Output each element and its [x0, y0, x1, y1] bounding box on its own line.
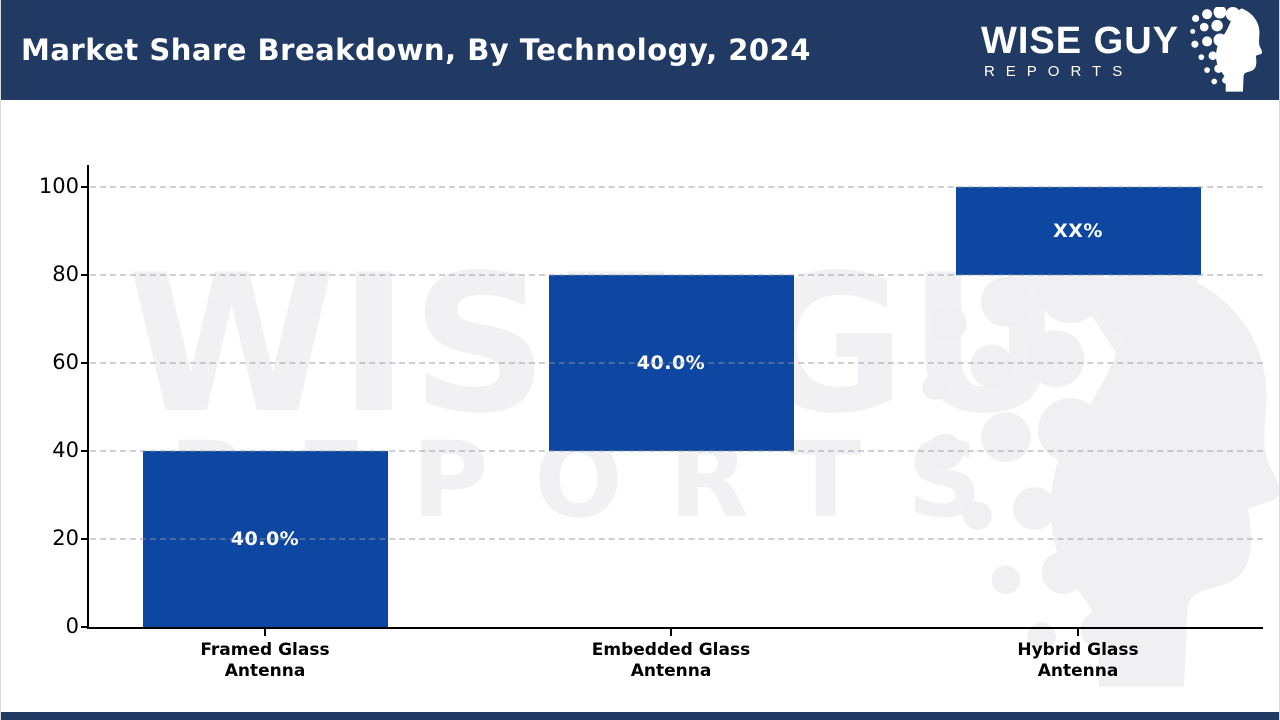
x-tick-mark	[1077, 629, 1079, 636]
brand-logo-text: WISE GUY REPORTS	[981, 22, 1179, 79]
category-label-line: Hybrid Glass	[1017, 640, 1139, 660]
header: Market Share Breakdown, By Technology, 2…	[1, 0, 1279, 100]
y-tick-label: 0	[65, 614, 79, 638]
head-profile-icon	[1190, 7, 1263, 92]
category-label: Hybrid Glass Antenna	[948, 640, 1208, 682]
x-axis-line	[87, 627, 1263, 629]
y-axis-line	[87, 165, 89, 629]
y-tick-label: 40	[52, 438, 79, 462]
y-tick-mark	[81, 362, 89, 364]
y-tick-mark	[81, 274, 89, 276]
bar-value-label: 40.0%	[230, 528, 300, 550]
category-label-line: Antenna	[224, 661, 306, 681]
category-label-line: Embedded Glass	[591, 640, 751, 660]
bar-value-label: 40.0%	[636, 352, 706, 374]
y-tick-mark	[81, 450, 89, 452]
category-label-line: Antenna	[1037, 661, 1119, 681]
y-tick-label: 80	[52, 262, 79, 286]
y-tick-label: 100	[38, 174, 79, 198]
category-label-line: Antenna	[630, 661, 712, 681]
brand-name: WISE GUY	[980, 19, 1179, 62]
page-title: Market Share Breakdown, By Technology, 2…	[21, 33, 811, 67]
y-tick-mark	[81, 186, 89, 188]
footer-bar	[1, 712, 1279, 720]
x-tick-mark	[264, 629, 266, 636]
bar-segment: 40.0%	[142, 451, 388, 627]
y-tick-label: 20	[52, 526, 79, 550]
bar-value-label: XX%	[1053, 220, 1103, 242]
y-tick-label: 60	[52, 350, 79, 374]
y-tick-mark	[81, 538, 89, 540]
y-tick-mark	[81, 626, 89, 628]
brand-subtitle: REPORTS	[983, 62, 1134, 80]
category-label-line: Framed Glass	[200, 640, 330, 660]
category-label: Embedded Glass Antenna	[541, 640, 801, 682]
brand-logo: WISE GUY REPORTS	[981, 7, 1269, 93]
bar-segment: XX%	[955, 187, 1201, 275]
bar-segment: 40.0%	[548, 275, 794, 451]
x-tick-mark	[670, 629, 672, 636]
category-label: Framed Glass Antenna	[135, 640, 395, 682]
